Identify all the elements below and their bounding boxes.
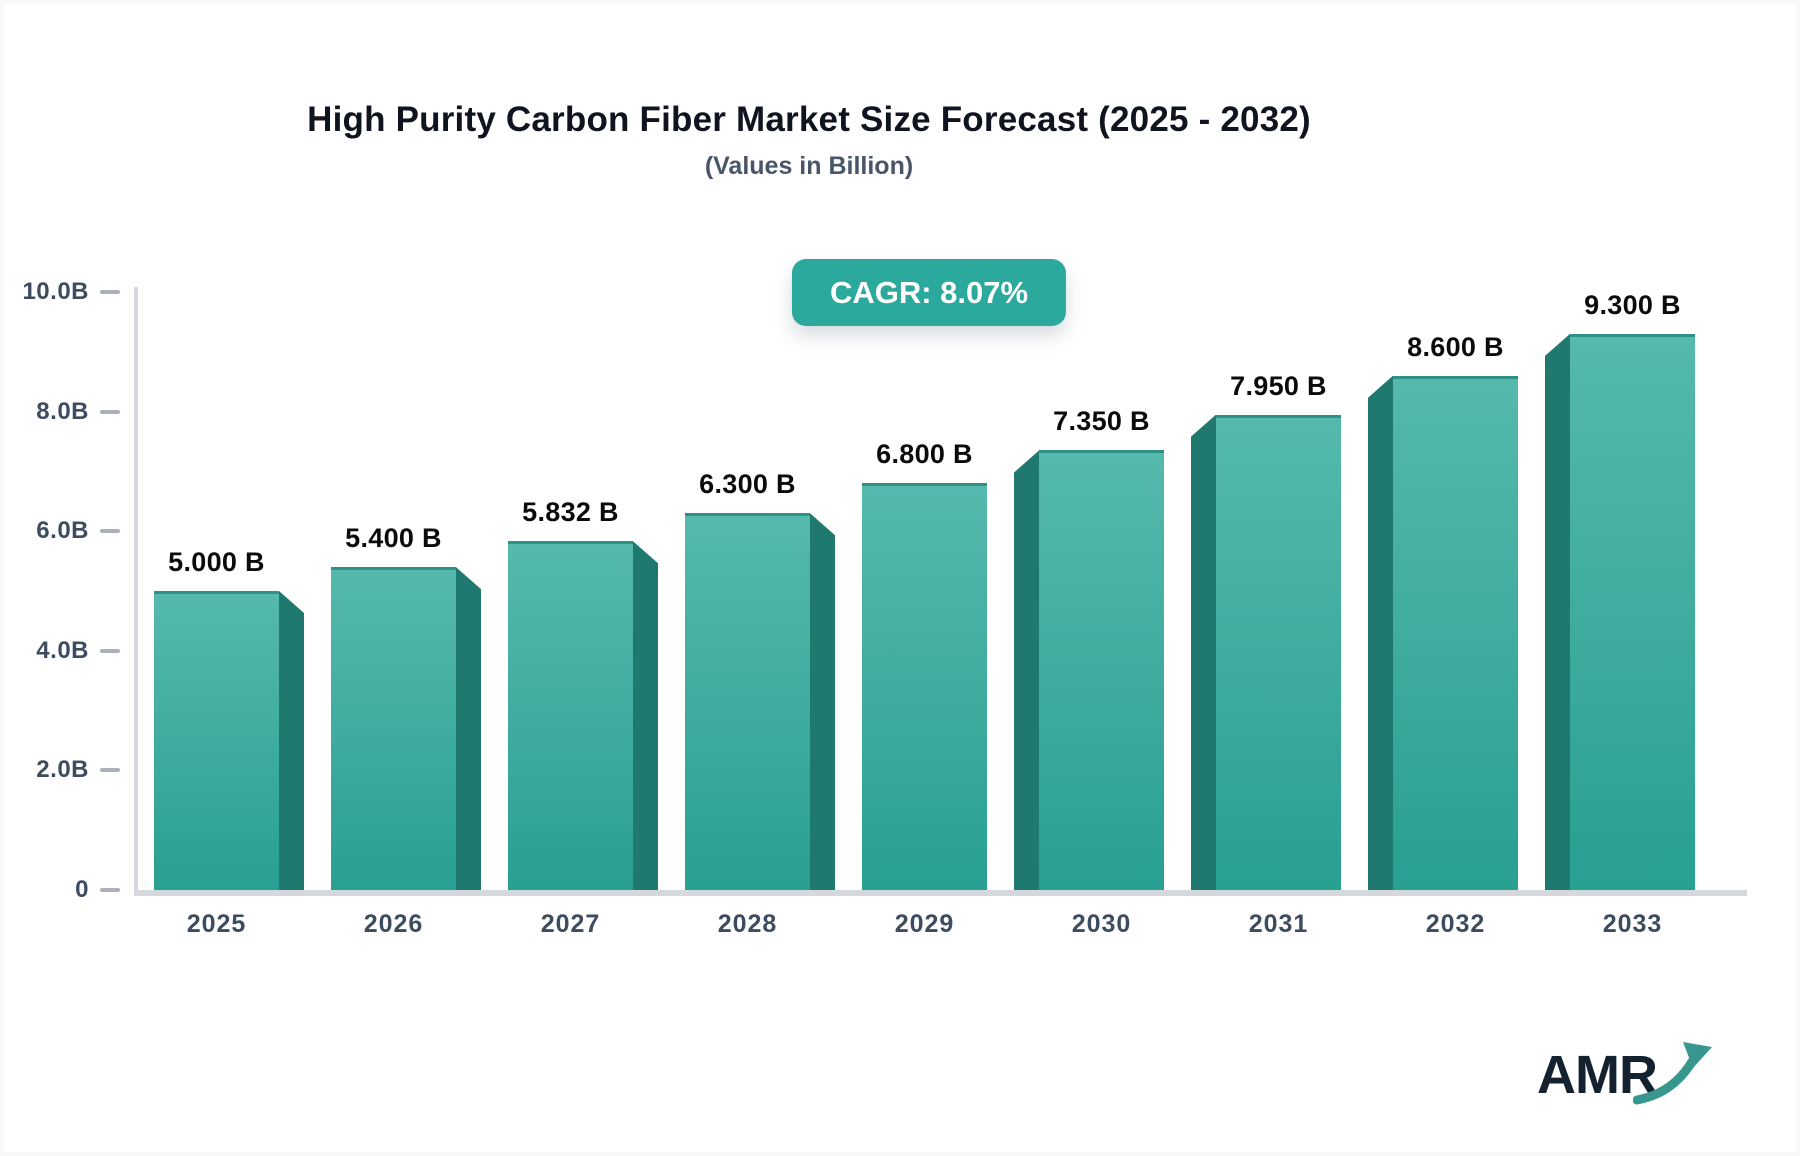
bar-side-face (810, 513, 835, 890)
bar-value-label: 5.400 B (345, 523, 442, 554)
cagr-badge: CAGR: 8.07% (791, 259, 1067, 326)
bar-2032 (1393, 375, 1518, 890)
y-tick-mark (100, 290, 120, 294)
bar-2028 (685, 513, 810, 890)
y-tick-label: 10.0B (22, 278, 89, 305)
bar-2029 (862, 483, 987, 890)
bar-value-label: 8.600 B (1407, 331, 1504, 362)
y-tick-mark (100, 409, 120, 414)
bar-side-face (456, 567, 481, 890)
bar-side-face (1014, 450, 1039, 890)
x-tick-label-2033: 2033 (1602, 910, 1663, 938)
chart-subtitle: (Values in Billion) (704, 152, 914, 180)
bar-value-label: 6.800 B (876, 439, 973, 470)
bar-side-face (1191, 414, 1216, 890)
x-tick-label-2028: 2028 (717, 910, 778, 938)
x-tick-label-2029: 2029 (894, 910, 955, 938)
bar-value-label: 7.950 B (1230, 370, 1327, 401)
x-tick-label-2026: 2026 (363, 910, 424, 938)
x-tick-label-2027: 2027 (540, 910, 601, 938)
y-tick-label: 6.0B (36, 517, 89, 545)
bar-2033 (1570, 333, 1695, 890)
x-tick-label-2030: 2030 (1071, 910, 1132, 938)
bar-value-label: 6.300 B (699, 469, 796, 500)
y-tick-label: 2.0B (36, 756, 89, 784)
x-tick-label-2032: 2032 (1425, 910, 1486, 938)
bar-side-face (1545, 333, 1570, 890)
bar-value-label: 9.300 B (1584, 289, 1681, 320)
chart-title: High Purity Carbon Fiber Market Size For… (307, 100, 1311, 139)
bar-side-face (279, 591, 304, 890)
x-tick-label-2025: 2025 (186, 910, 247, 938)
x-axis-baseline (134, 890, 1747, 896)
y-tick-label: 0 (75, 876, 89, 903)
amr-logo: AMR (1537, 1038, 1712, 1118)
bar-2026 (331, 567, 456, 890)
y-tick-mark (100, 888, 120, 892)
bar-2027 (508, 541, 633, 890)
y-tick-label: 8.0B (36, 397, 89, 425)
y-tick-label: 4.0B (36, 636, 89, 664)
y-tick-mark (100, 768, 120, 773)
y-tick-mark (100, 648, 120, 653)
y-axis-line (134, 287, 138, 896)
y-tick-mark (100, 529, 120, 534)
bar-2030 (1039, 450, 1164, 890)
x-tick-label-2031: 2031 (1248, 910, 1309, 938)
amr-logo-text: AMR (1537, 1045, 1658, 1105)
bar-2031 (1216, 414, 1341, 890)
growth-arrow-icon (1632, 1038, 1715, 1115)
bar-2025 (154, 591, 279, 890)
bar-side-face (1368, 375, 1393, 890)
bar-value-label: 5.832 B (522, 497, 619, 528)
bar-value-label: 7.350 B (1053, 406, 1150, 437)
bar-side-face (633, 541, 658, 890)
bar-value-label: 5.000 B (168, 547, 265, 577)
